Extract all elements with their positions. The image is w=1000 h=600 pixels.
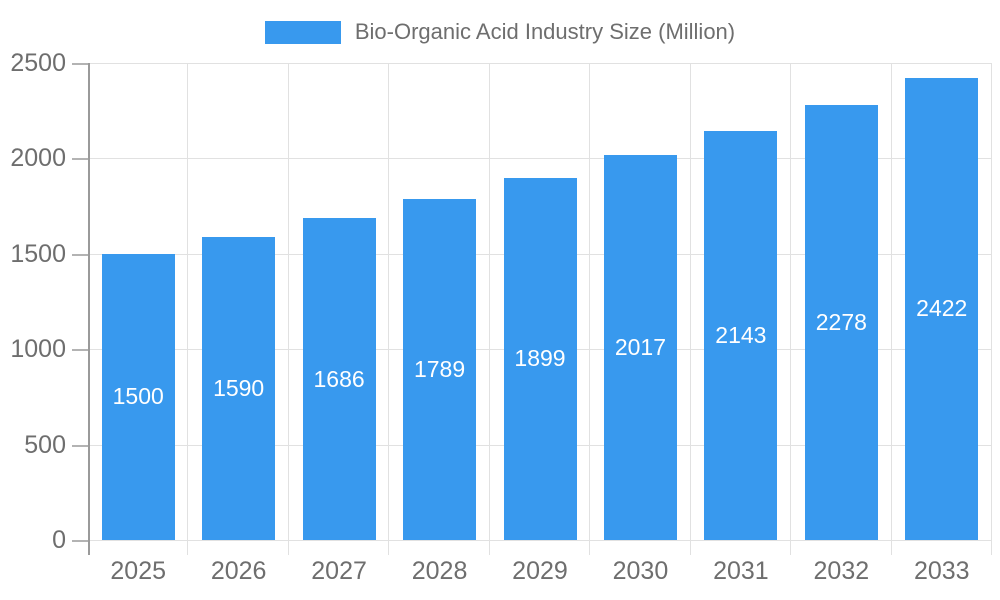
h-gridline bbox=[88, 63, 992, 64]
chart-legend[interactable]: Bio-Organic Acid Industry Size (Million) bbox=[0, 19, 1000, 45]
bar[interactable]: 2017 bbox=[603, 155, 677, 540]
v-gridline bbox=[790, 63, 792, 555]
bar-value-label: 1590 bbox=[213, 374, 265, 401]
y-axis-label: 1500 bbox=[10, 239, 66, 268]
x-axis-label: 2033 bbox=[913, 557, 970, 585]
bar[interactable]: 2278 bbox=[804, 105, 878, 540]
bar-value-label: 1899 bbox=[514, 345, 566, 372]
h-gridline bbox=[88, 158, 992, 160]
y-axis-label: 500 bbox=[24, 430, 66, 459]
v-gridline bbox=[890, 63, 892, 555]
h-gridline bbox=[88, 540, 992, 541]
y-axis-tick bbox=[72, 444, 88, 447]
y-axis-tick bbox=[72, 63, 88, 65]
bar[interactable]: 1500 bbox=[101, 253, 175, 540]
v-gridline bbox=[187, 63, 189, 555]
y-axis-label: 2500 bbox=[10, 49, 66, 77]
bar-value-label: 2143 bbox=[715, 322, 767, 349]
bar[interactable]: 1590 bbox=[202, 236, 276, 540]
bar-value-label: 1789 bbox=[413, 355, 466, 382]
bar[interactable]: 2422 bbox=[905, 77, 979, 540]
bar-value-label: 1500 bbox=[112, 383, 164, 410]
legend-swatch-icon bbox=[264, 20, 341, 44]
v-gridline bbox=[589, 63, 591, 555]
y-axis-tick bbox=[72, 540, 88, 542]
bar-value-label: 2422 bbox=[916, 295, 968, 322]
y-axis-label: 2000 bbox=[10, 144, 66, 173]
bar-value-label: 1686 bbox=[313, 365, 365, 392]
x-axis-label: 2032 bbox=[813, 557, 870, 585]
y-axis-label: 0 bbox=[52, 526, 66, 554]
x-axis-label: 2029 bbox=[512, 557, 568, 585]
y-axis-label: 1000 bbox=[10, 335, 66, 364]
y-axis-tick bbox=[72, 349, 88, 352]
v-gridline bbox=[689, 63, 691, 555]
x-axis-label: 2028 bbox=[411, 557, 468, 585]
bar[interactable]: 1899 bbox=[503, 177, 577, 540]
bar[interactable]: 2143 bbox=[704, 131, 778, 540]
v-gridline bbox=[287, 63, 289, 555]
x-axis-label: 2030 bbox=[612, 557, 669, 585]
bar-value-label: 2278 bbox=[815, 309, 867, 336]
bar[interactable]: 1789 bbox=[403, 198, 477, 540]
x-axis-label: 2026 bbox=[210, 557, 267, 585]
x-axis-label: 2027 bbox=[311, 557, 367, 585]
y-axis-tick bbox=[72, 158, 88, 161]
v-gridline bbox=[488, 63, 490, 555]
bar-value-label: 2017 bbox=[614, 334, 667, 361]
y-axis-line bbox=[88, 63, 90, 555]
legend-label: Bio-Organic Acid Industry Size (Million) bbox=[354, 19, 736, 44]
v-gridline bbox=[388, 63, 390, 555]
x-axis-label: 2031 bbox=[713, 557, 769, 585]
plot-area: 1500 1590 1686 1789 1899 2017 2143 2278 2422 bbox=[88, 63, 992, 555]
x-axis-label: 2025 bbox=[110, 557, 167, 585]
bar[interactable]: 1686 bbox=[302, 218, 376, 540]
v-gridline bbox=[991, 63, 992, 555]
y-axis-tick bbox=[72, 253, 88, 256]
